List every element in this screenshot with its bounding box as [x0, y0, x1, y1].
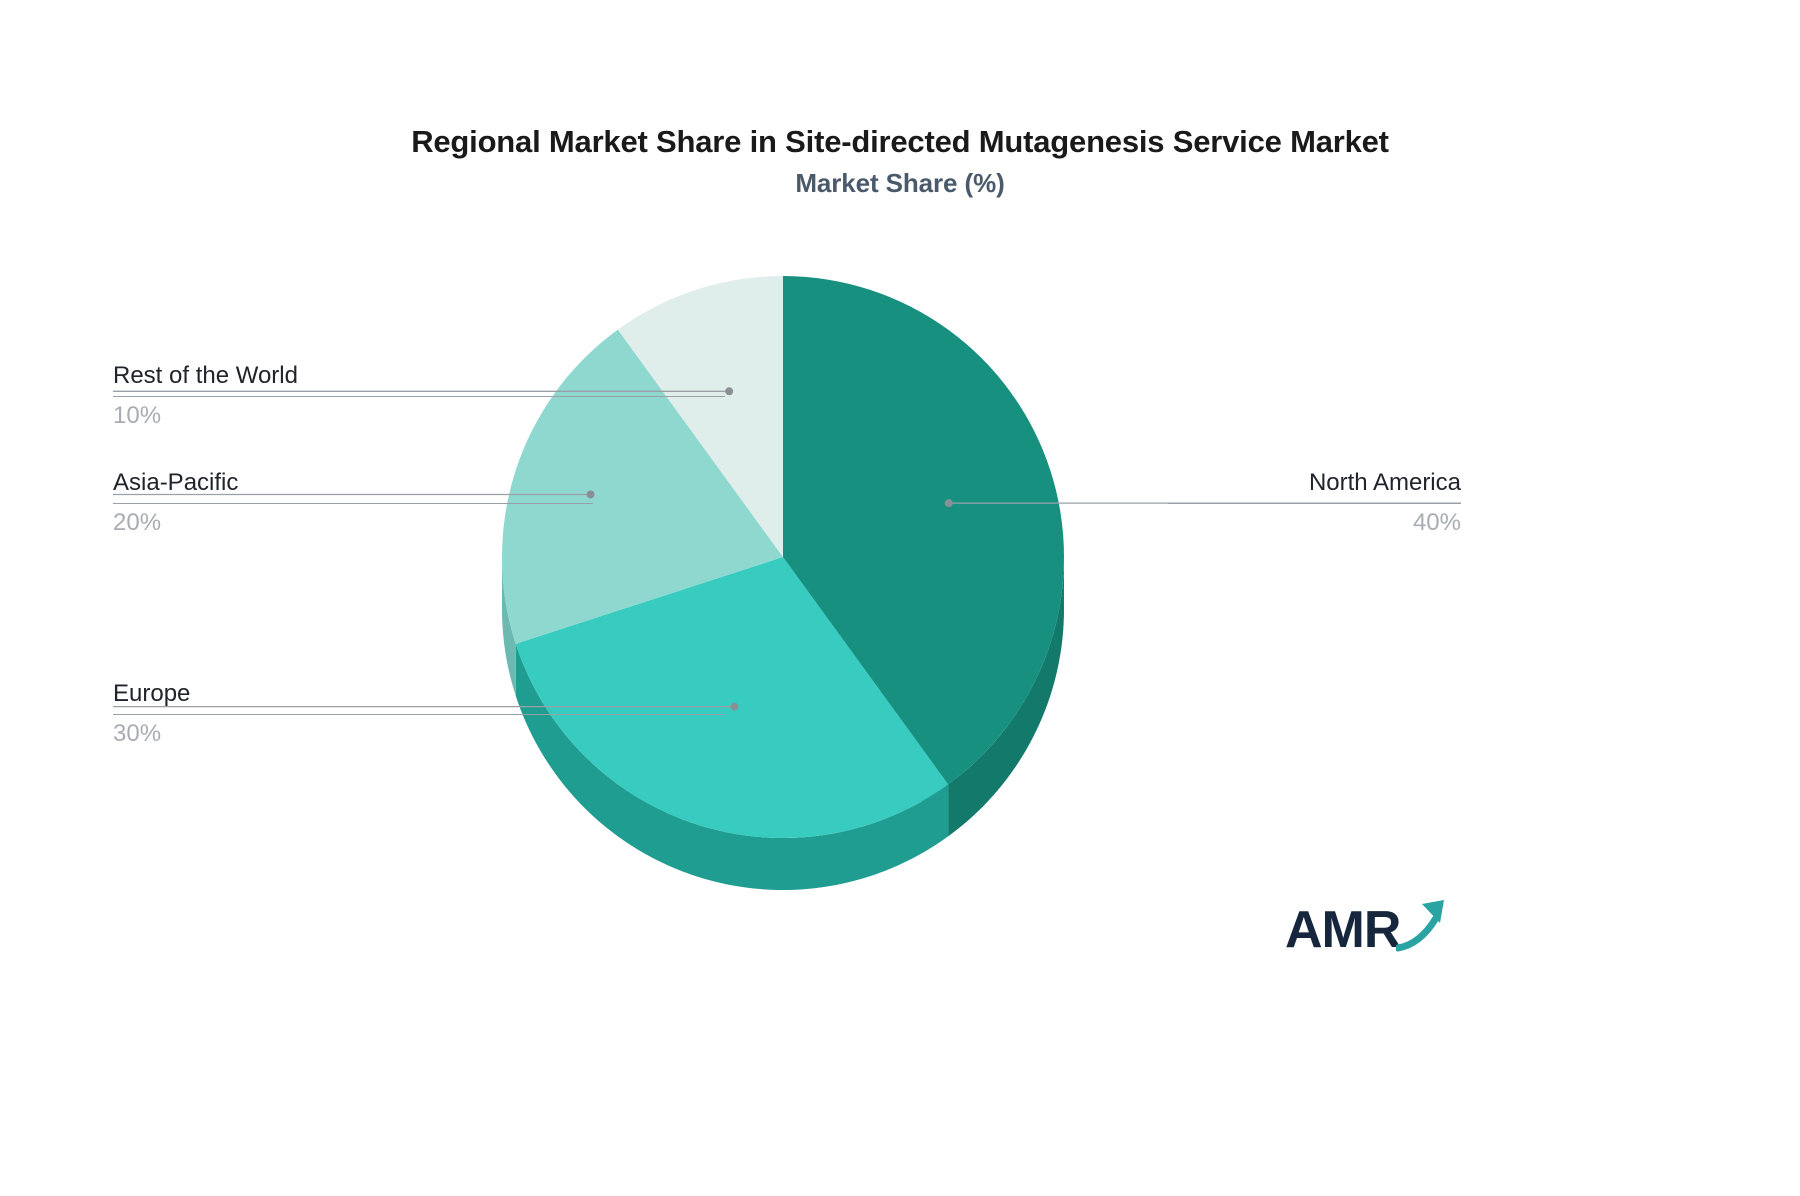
label-asia-pacific-name: Asia-Pacific	[113, 469, 239, 496]
pie-slices	[501, 276, 1064, 838]
label-rest-of-the-world-value: 10%	[113, 401, 162, 429]
leader-anchor-dot-north-america	[944, 499, 953, 508]
label-europe-value: 30%	[113, 719, 162, 747]
pie-slice-north-america[interactable]	[783, 276, 1064, 785]
pie-slice-side-asia-pacific	[502, 557, 516, 696]
chart-title: Regional Market Share in Site-directed M…	[411, 124, 1389, 159]
pie-slice-europe[interactable]	[515, 557, 949, 838]
label-north-america-name: North America	[1308, 469, 1461, 496]
growth-arrow-icon	[1396, 900, 1445, 952]
label-europe-rule	[113, 713, 725, 715]
label-rest-of-the-world: Rest of the World 10%	[113, 362, 725, 429]
label-rest-of-the-world-name: Rest of the World	[113, 362, 298, 389]
amr-logo-text: AMR	[1285, 901, 1401, 959]
label-north-america: North America 40%	[1168, 469, 1461, 536]
label-europe: Europe 30%	[113, 680, 725, 747]
pie-slice-side-north-america	[948, 561, 1064, 837]
label-north-america-rule	[1168, 502, 1461, 504]
chart-subtitle: Market Share (%)	[795, 168, 1005, 198]
pie-slice-side-europe	[515, 643, 949, 890]
leader-anchor-dot-rest-of-the-world	[725, 387, 734, 396]
label-north-america-value: 40%	[1412, 508, 1461, 536]
label-rest-of-the-world-rule	[113, 395, 725, 397]
label-europe-name: Europe	[113, 680, 191, 707]
label-asia-pacific: Asia-Pacific 20%	[113, 469, 593, 536]
amr-logo: AMR	[1285, 896, 1456, 956]
pie-slice-rest-of-the-world[interactable]	[617, 276, 783, 557]
leader-anchor-dot-europe	[730, 702, 739, 711]
pie-slice-asia-pacific[interactable]	[501, 329, 783, 644]
label-asia-pacific-rule	[113, 502, 593, 504]
leader-anchor-dot-asia-pacific	[586, 490, 595, 499]
label-asia-pacific-value: 20%	[113, 508, 162, 536]
